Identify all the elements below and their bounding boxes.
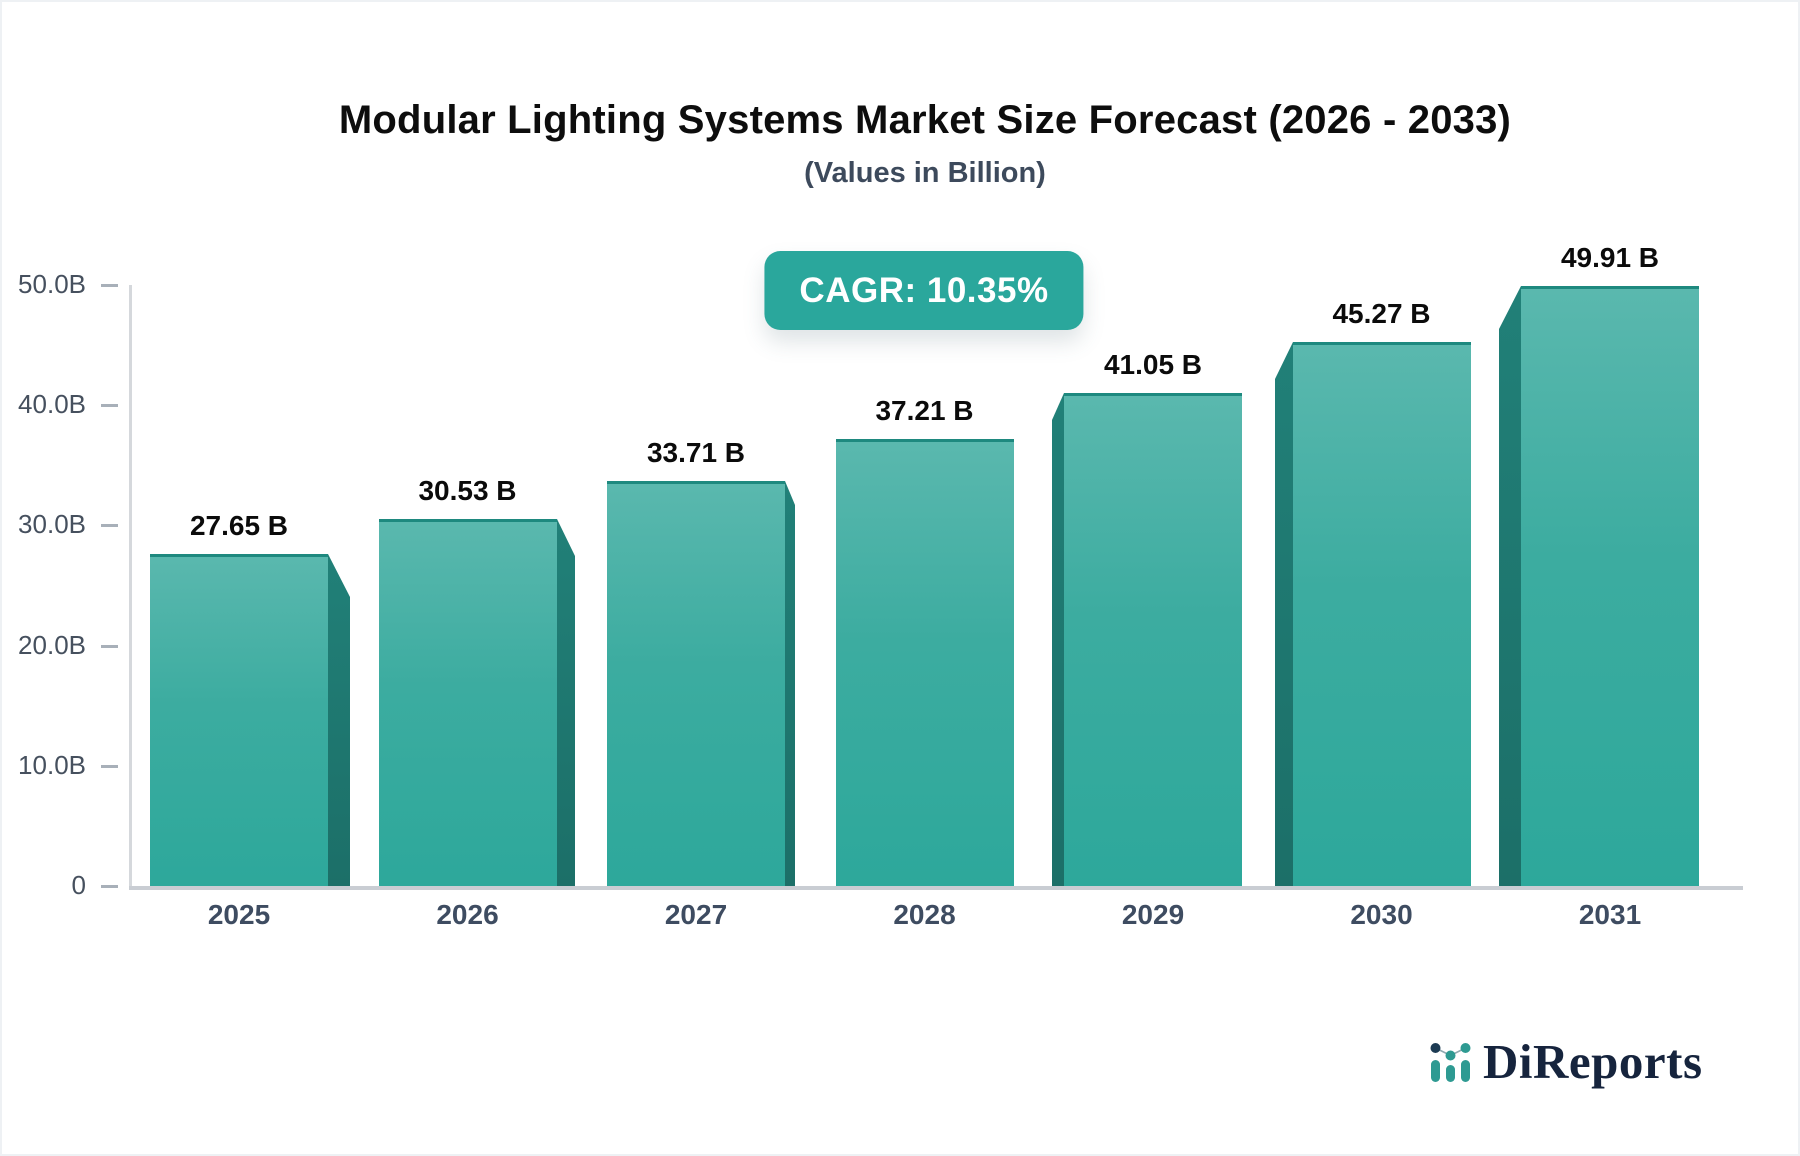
y-tick <box>101 644 118 648</box>
x-axis-label: 2031 <box>1578 899 1642 930</box>
bar-side-3d <box>328 554 350 886</box>
bar-side-3d <box>557 519 575 886</box>
x-axis-label: 2028 <box>893 899 956 930</box>
x-axis-label: 2025 <box>207 899 271 930</box>
bar <box>836 439 1014 886</box>
y-tick <box>101 404 118 408</box>
direports-logo: DiReports <box>1427 1034 1703 1088</box>
bar-value-label: 49.91 B <box>1560 242 1660 273</box>
bar <box>150 554 328 886</box>
bar-side-3d <box>1499 286 1521 886</box>
bar-chart-trend-icon <box>1430 1043 1471 1082</box>
x-axis-baseline <box>129 886 1743 890</box>
y-tick-label: 30.0B <box>18 509 86 540</box>
x-axis-label: 2027 <box>664 899 728 930</box>
bar-side-3d <box>785 481 795 886</box>
bar-value-label: 27.65 B <box>189 510 289 541</box>
y-tick <box>101 524 118 528</box>
x-axis-label: 2029 <box>1121 899 1185 930</box>
y-tick-label: 40.0B <box>18 389 86 420</box>
bar-side-3d <box>1052 393 1064 886</box>
y-tick-label: 0 <box>71 870 86 900</box>
bar-value-label: 41.05 B <box>1103 349 1203 380</box>
bar-value-label: 37.21 B <box>875 395 974 426</box>
y-tick <box>101 885 118 888</box>
y-tick-label: 10.0B <box>18 749 86 780</box>
bar <box>379 519 557 886</box>
y-axis-line <box>129 285 132 886</box>
y-tick-label: 20.0B <box>18 629 86 660</box>
bar <box>1293 342 1471 886</box>
x-axis-label: 2030 <box>1350 899 1413 930</box>
bar-value-label: 45.27 B <box>1332 298 1431 329</box>
bar-value-label: 33.71 B <box>646 437 746 468</box>
bar-side-3d <box>1275 342 1293 886</box>
bar <box>1064 393 1242 886</box>
x-axis-label: 2026 <box>436 899 499 930</box>
y-tick <box>101 284 118 287</box>
y-tick-label: 50.0B <box>18 269 86 299</box>
chart-title: Modular Lighting Systems Market Size For… <box>338 98 1512 142</box>
cagr-badge: CAGR: 10.35% <box>764 251 1084 330</box>
y-tick <box>101 764 118 768</box>
bar <box>607 481 785 886</box>
bar-value-label: 30.53 B <box>418 475 517 506</box>
bar <box>1521 286 1699 886</box>
chart-subtitle: (Values in Billion) <box>804 157 1046 189</box>
chart-header: Modular Lighting Systems Market Size For… <box>60 0 1790 190</box>
logo-text: DiReports <box>1483 1034 1703 1089</box>
